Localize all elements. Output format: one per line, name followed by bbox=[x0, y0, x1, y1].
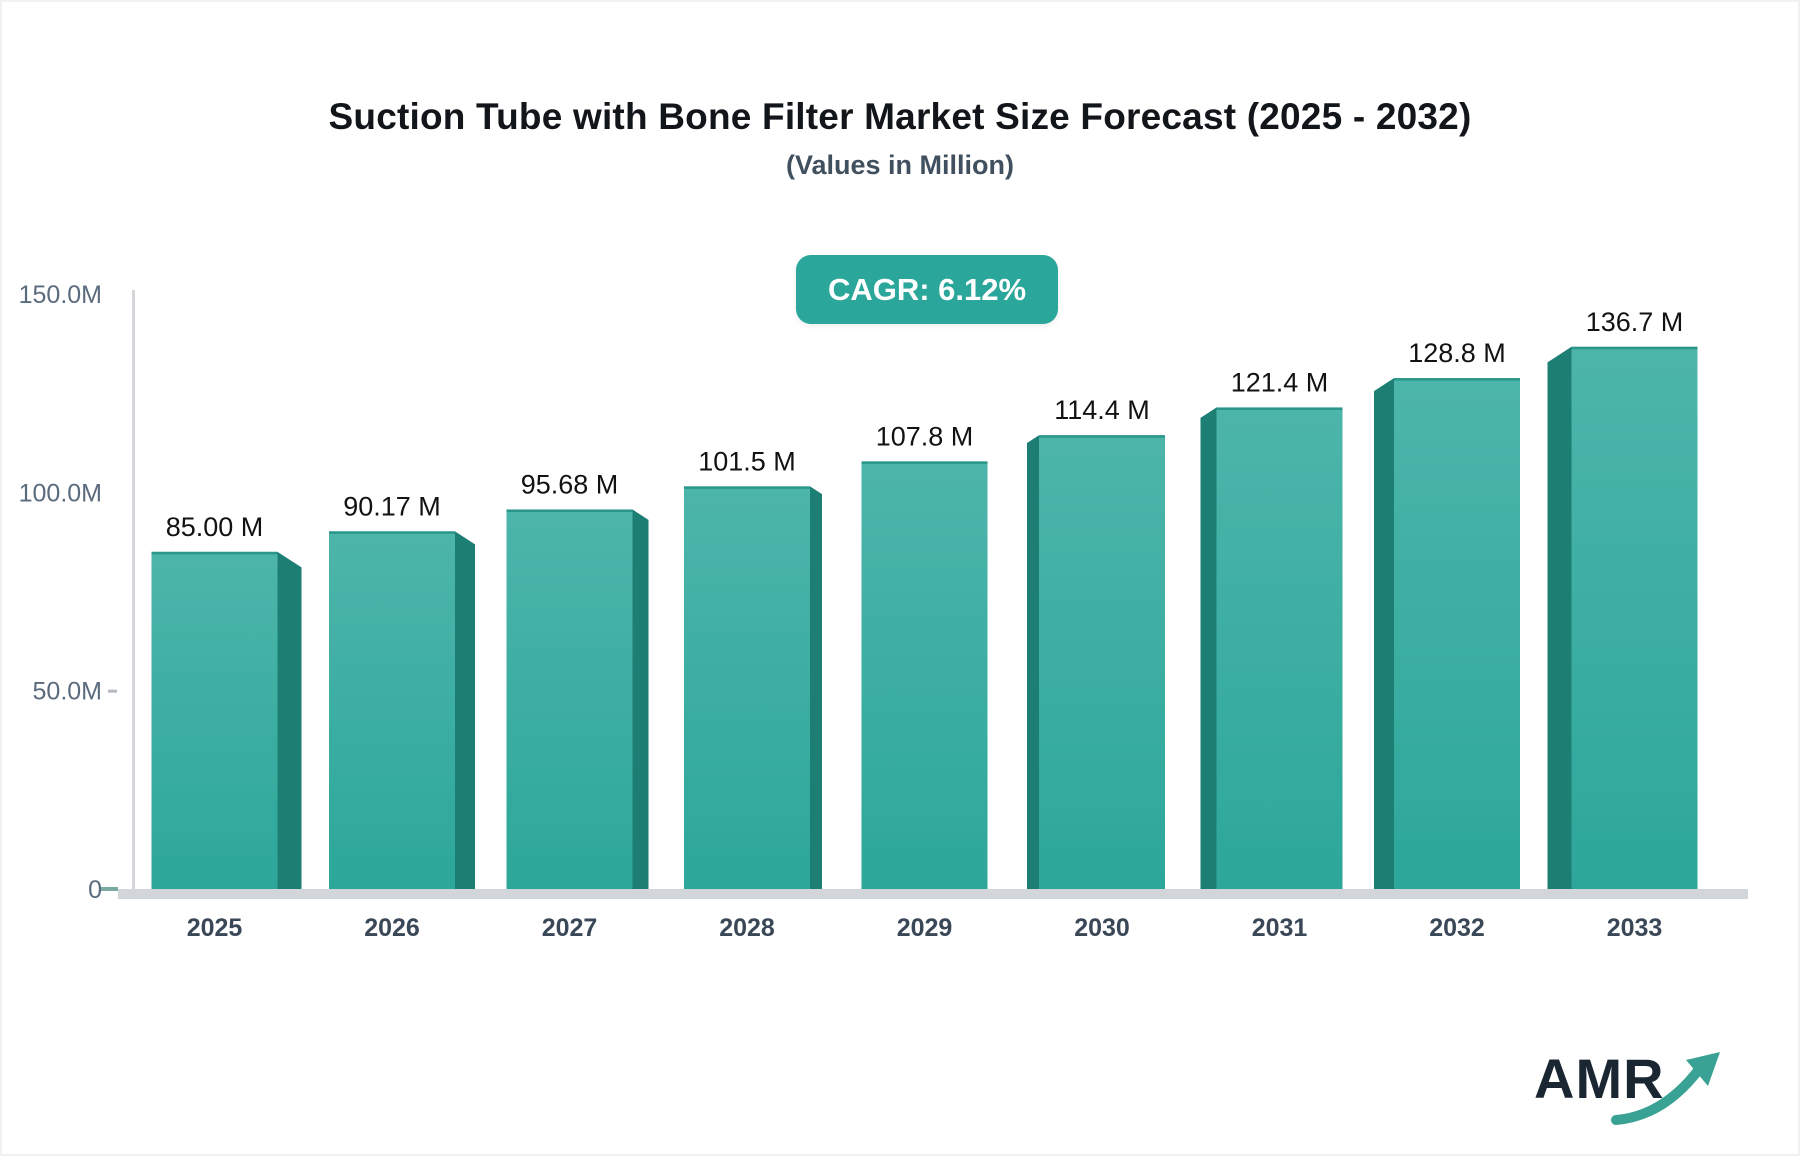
bar-value-label: 95.68 M bbox=[521, 469, 619, 499]
bar-group-2030: 114.4 M 2030 bbox=[1027, 395, 1165, 942]
bar-side-face bbox=[1200, 407, 1217, 889]
bar-side-face bbox=[1547, 346, 1572, 889]
bar-group-2028: 101.5 M 2028 bbox=[684, 446, 822, 942]
x-axis-label: 2028 bbox=[719, 914, 775, 942]
x-axis-baseline bbox=[118, 889, 1748, 899]
bar-group-2027: 95.68 M 2027 bbox=[506, 469, 649, 942]
chart-title: Suction Tube with Bone Filter Market Siz… bbox=[328, 96, 1472, 137]
bar-value-label: 90.17 M bbox=[343, 491, 441, 521]
bar-top-edge bbox=[329, 531, 455, 534]
bar-front-face bbox=[684, 486, 810, 889]
x-axis-label: 2030 bbox=[1074, 914, 1130, 942]
bar-top-edge bbox=[1039, 435, 1165, 438]
chart-subtitle: (Values in Million) bbox=[785, 150, 1015, 180]
y-axis-tick-mark bbox=[108, 689, 117, 693]
y-axis-tick-label: 150.0M bbox=[19, 281, 102, 309]
bar-group-2031: 121.4 M 2031 bbox=[1200, 367, 1343, 942]
bar-top-edge bbox=[1216, 407, 1343, 410]
x-axis-label: 2033 bbox=[1607, 914, 1663, 942]
bar-front-face bbox=[506, 509, 633, 889]
bar-value-label: 136.7 M bbox=[1586, 307, 1684, 337]
bar-top-edge bbox=[684, 486, 810, 489]
bar-front-face bbox=[151, 551, 278, 889]
amr-logo-text: AMR bbox=[1534, 1047, 1665, 1110]
bar-group-2025: 85.00 M 2025 bbox=[151, 512, 302, 942]
bar-front-face bbox=[1571, 346, 1698, 889]
bar-value-label: 85.00 M bbox=[166, 512, 264, 542]
x-axis-label: 2029 bbox=[897, 914, 953, 942]
x-axis-label: 2032 bbox=[1429, 914, 1485, 942]
bar-top-edge bbox=[1394, 378, 1520, 381]
cagr-badge: CAGR: 6.12% bbox=[796, 255, 1058, 324]
bar-side-face bbox=[455, 531, 475, 889]
bar-top-edge bbox=[1571, 346, 1698, 350]
bar-top-edge bbox=[861, 461, 988, 464]
bar-top-edge bbox=[506, 509, 633, 512]
x-axis-label: 2027 bbox=[542, 914, 598, 942]
bar-value-label: 121.4 M bbox=[1231, 367, 1329, 397]
x-axis-label: 2026 bbox=[364, 914, 420, 942]
bar-group-2029: 107.8 M 2029 bbox=[861, 421, 988, 942]
y-axis-tick-label: 50.0M bbox=[33, 678, 102, 706]
x-axis-label: 2025 bbox=[187, 914, 243, 942]
y-axis-line bbox=[132, 290, 135, 891]
bar-value-label: 114.4 M bbox=[1054, 395, 1150, 425]
bar-front-face bbox=[1216, 407, 1343, 889]
bar-group-2026: 90.17 M 2026 bbox=[329, 491, 475, 942]
bar-side-face bbox=[277, 551, 302, 889]
amr-logo: AMR bbox=[1534, 1046, 1720, 1136]
y-axis-tick-zero bbox=[101, 887, 118, 891]
bar-side-face bbox=[632, 509, 649, 889]
bar-front-face bbox=[329, 531, 455, 889]
bar-value-label: 128.8 M bbox=[1408, 338, 1506, 368]
bar-group-2032: 128.8 M 2032 bbox=[1374, 338, 1520, 942]
bar-side-face bbox=[1374, 378, 1394, 889]
bar-top-edge bbox=[151, 551, 278, 555]
bar-front-face bbox=[861, 461, 988, 889]
bar-side-face bbox=[810, 486, 822, 889]
y-axis-tick-label: 100.0M bbox=[19, 479, 102, 507]
x-axis-label: 2031 bbox=[1252, 914, 1308, 942]
bar-front-face bbox=[1039, 435, 1165, 889]
bar-value-label: 101.5 M bbox=[698, 446, 796, 476]
growth-arrow-icon bbox=[1611, 1052, 1720, 1125]
bar-front-face bbox=[1394, 378, 1520, 889]
bar-group-2033: 136.7 M 2033 bbox=[1547, 307, 1698, 942]
bar-side-face bbox=[1027, 435, 1039, 889]
y-axis-tick-label: 0 bbox=[88, 876, 102, 904]
bar-value-label: 107.8 M bbox=[876, 421, 974, 451]
